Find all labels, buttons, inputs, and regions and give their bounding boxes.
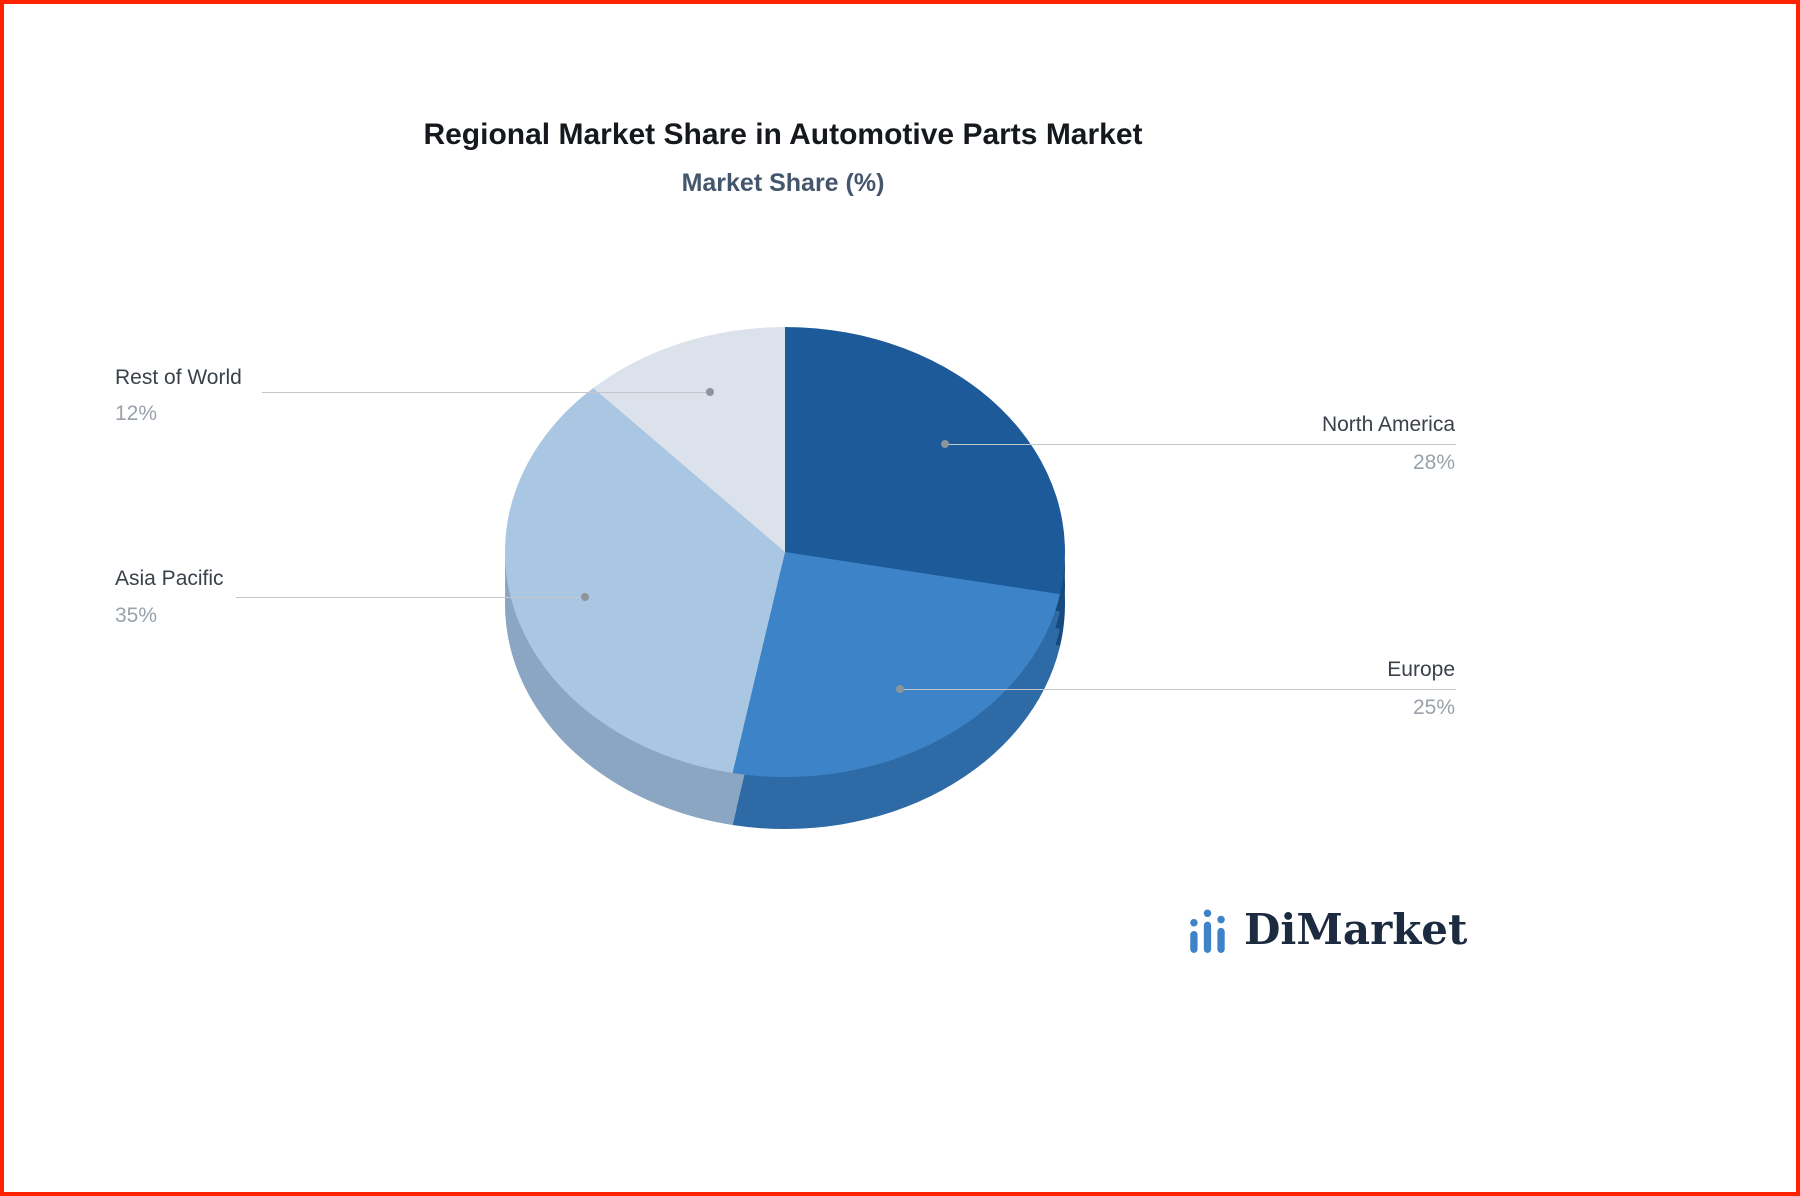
leader-dot-europe: [896, 685, 904, 693]
chart-subtitle: Market Share (%): [681, 169, 885, 197]
leader-dot-rest-of-world: [706, 388, 714, 396]
leader-line-europe: [900, 689, 1456, 690]
bar-chart-icon: [1190, 909, 1225, 953]
leader-dot-asia-pacific: [581, 593, 589, 601]
callout-percent-europe: 25%: [1412, 696, 1455, 719]
leader-line-asia-pacific: [236, 597, 586, 598]
callout-percent-asia-pacific: 35%: [115, 604, 158, 627]
callout-label-asia-pacific: Asia Pacific: [115, 567, 224, 590]
leader-line-rest-of-world: [262, 392, 711, 393]
callout-label-europe: Europe: [1387, 658, 1455, 681]
leader-dot-north-america: [941, 440, 949, 448]
chart-title: Regional Market Share in Automotive Part…: [423, 118, 1143, 151]
callout-percent-north-america: 28%: [1412, 451, 1455, 474]
brand-logo-text: DiMarket: [1244, 905, 1468, 954]
brand-logo: DiMarket: [1186, 905, 1467, 954]
callout-label-north-america: North America: [1321, 413, 1455, 436]
leader-line-north-america: [945, 444, 1456, 445]
callout-percent-rest-of-world: 12%: [115, 402, 158, 425]
callout-label-rest-of-world: Rest of World: [115, 366, 242, 389]
